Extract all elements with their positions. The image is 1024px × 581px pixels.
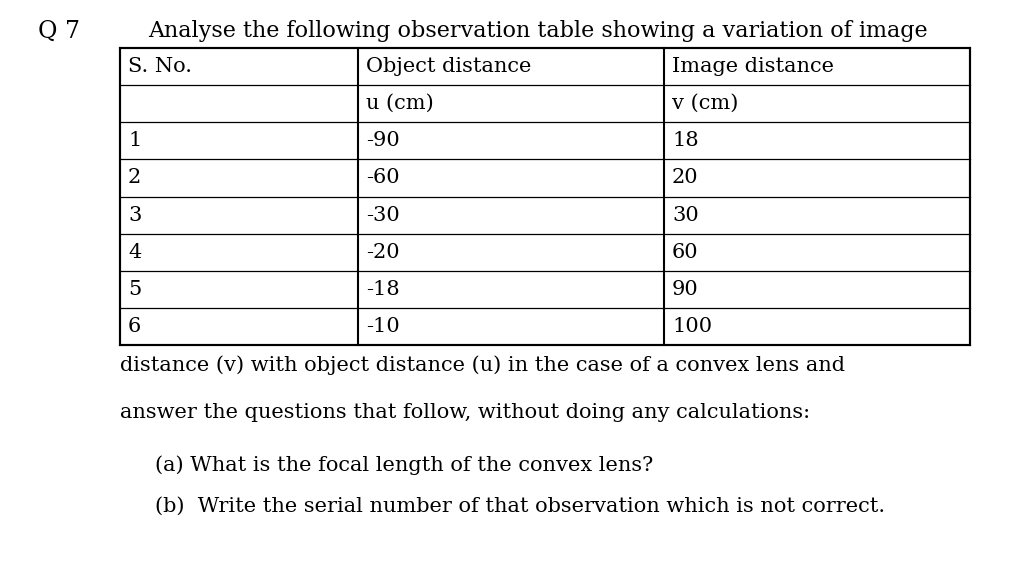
Text: answer the questions that follow, without doing any calculations:: answer the questions that follow, withou…: [120, 403, 810, 422]
Text: 5: 5: [128, 280, 141, 299]
Text: Image distance: Image distance: [672, 57, 834, 76]
Text: v (cm): v (cm): [672, 94, 738, 113]
Bar: [120, 48, 970, 345]
Text: 18: 18: [672, 131, 698, 150]
Text: 6: 6: [128, 317, 141, 336]
Text: (a) What is the focal length of the convex lens?: (a) What is the focal length of the conv…: [155, 455, 653, 475]
Text: -30: -30: [366, 206, 399, 225]
Text: 20: 20: [672, 168, 698, 188]
Text: -90: -90: [366, 131, 399, 150]
Text: 60: 60: [672, 243, 698, 261]
Text: -18: -18: [366, 280, 399, 299]
Text: 1: 1: [128, 131, 141, 150]
Text: u (cm): u (cm): [366, 94, 434, 113]
Text: Analyse the following observation table showing a variation of image: Analyse the following observation table …: [148, 20, 928, 42]
Text: 90: 90: [672, 280, 698, 299]
Text: -20: -20: [366, 243, 399, 261]
Text: Q 7: Q 7: [38, 20, 80, 43]
Text: -10: -10: [366, 317, 399, 336]
Text: 30: 30: [672, 206, 698, 225]
Text: Object distance: Object distance: [366, 57, 531, 76]
Text: 3: 3: [128, 206, 141, 225]
Text: S. No.: S. No.: [128, 57, 193, 76]
Text: 4: 4: [128, 243, 141, 261]
Text: distance (v) with object distance (u) in the case of a convex lens and: distance (v) with object distance (u) in…: [120, 355, 845, 375]
Text: (b)  Write the serial number of that observation which is not correct.: (b) Write the serial number of that obse…: [155, 497, 885, 516]
Text: -60: -60: [366, 168, 399, 188]
Text: 2: 2: [128, 168, 141, 188]
Text: 100: 100: [672, 317, 712, 336]
